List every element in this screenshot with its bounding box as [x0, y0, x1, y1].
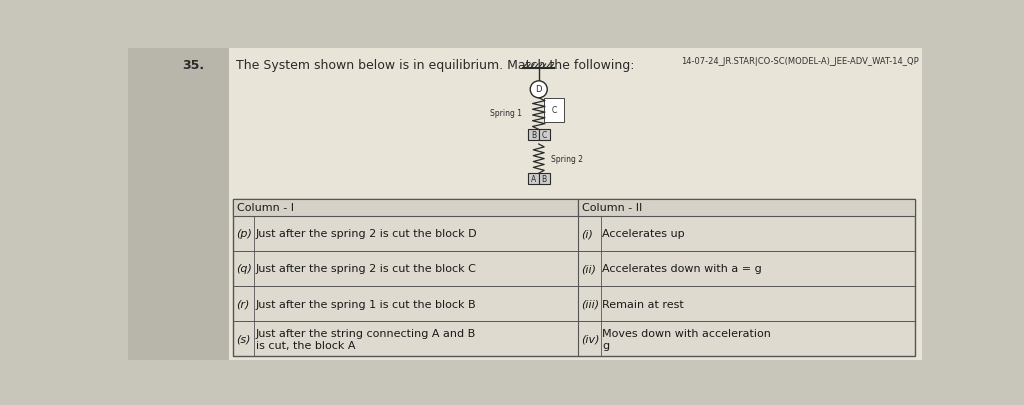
Text: Moves down with acceleration
g: Moves down with acceleration g [602, 328, 771, 350]
Text: The System shown below is in equilibrium. Match the following:: The System shown below is in equilibrium… [237, 60, 635, 72]
Text: Just after the string connecting A and B
is cut, the block A: Just after the string connecting A and B… [256, 328, 476, 350]
FancyBboxPatch shape [128, 49, 228, 360]
Text: C: C [551, 106, 556, 115]
Text: Remain at rest: Remain at rest [602, 299, 684, 309]
Text: Column - I: Column - I [238, 202, 294, 213]
Text: 35.: 35. [182, 60, 205, 72]
Text: (i): (i) [582, 229, 593, 239]
Text: (p): (p) [237, 229, 252, 239]
Text: Accelerates down with a = g: Accelerates down with a = g [602, 264, 762, 274]
Text: B: B [542, 175, 547, 183]
Text: Just after the spring 2 is cut the block D: Just after the spring 2 is cut the block… [256, 229, 477, 239]
Text: B: B [530, 131, 536, 140]
FancyBboxPatch shape [539, 130, 550, 141]
Text: Column - II: Column - II [583, 202, 642, 213]
Text: Accelerates up: Accelerates up [602, 229, 685, 239]
FancyBboxPatch shape [539, 174, 550, 185]
Text: Just after the spring 1 is cut the block B: Just after the spring 1 is cut the block… [256, 299, 476, 309]
Text: (ii): (ii) [582, 264, 596, 274]
Text: Just after the spring 2 is cut the block C: Just after the spring 2 is cut the block… [256, 264, 477, 274]
Circle shape [530, 82, 547, 98]
Text: (s): (s) [237, 334, 251, 344]
Text: Spring 1: Spring 1 [489, 108, 521, 117]
Text: (q): (q) [237, 264, 252, 274]
Text: C: C [542, 131, 547, 140]
Text: (iv): (iv) [582, 334, 600, 344]
Text: Spring 2: Spring 2 [551, 155, 583, 164]
Text: A: A [530, 175, 536, 183]
FancyBboxPatch shape [232, 199, 914, 357]
FancyBboxPatch shape [528, 174, 539, 185]
FancyBboxPatch shape [528, 130, 539, 141]
FancyBboxPatch shape [232, 199, 578, 216]
Text: (iii): (iii) [582, 299, 599, 309]
FancyBboxPatch shape [578, 199, 914, 216]
Text: (r): (r) [237, 299, 250, 309]
FancyBboxPatch shape [228, 49, 922, 360]
Text: D: D [536, 85, 542, 94]
Text: 14-07-24_JR.STAR|CO-SC(MODEL-A)_JEE-ADV_WAT-14_QP: 14-07-24_JR.STAR|CO-SC(MODEL-A)_JEE-ADV_… [681, 57, 919, 66]
